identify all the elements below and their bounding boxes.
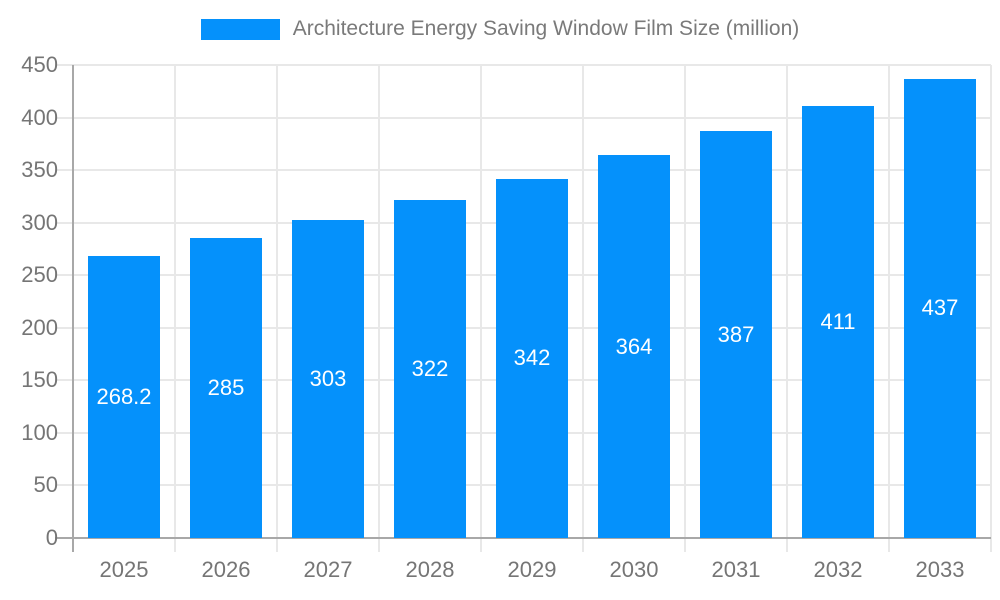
bar-value-label: 387: [717, 321, 755, 347]
bar-value-label: 268.2: [96, 384, 152, 410]
y-axis-tick: [55, 484, 73, 487]
y-axis-tick-label: 50: [33, 472, 58, 498]
y-axis-tick: [55, 379, 73, 382]
x-axis-tick: [174, 538, 176, 552]
x-axis-tick: [480, 538, 482, 552]
y-axis-tick: [55, 169, 73, 172]
gridline-vertical: [174, 65, 176, 538]
bar-value-label: 322: [411, 355, 449, 381]
y-axis-tick: [55, 274, 73, 277]
gridline-vertical: [582, 65, 584, 538]
y-axis-tick-label: 450: [21, 52, 58, 77]
y-axis-tick-label: 200: [21, 314, 58, 340]
bar-2026[interactable]: 285: [190, 238, 262, 538]
gridline-vertical: [786, 65, 788, 538]
y-axis-tick-label: 150: [21, 367, 58, 393]
x-axis-tick: [276, 538, 278, 552]
gridline-horizontal: [73, 64, 991, 66]
bar-2033[interactable]: 437: [904, 78, 976, 538]
x-axis-tick-label: 2025: [99, 557, 149, 582]
gridline-horizontal: [73, 116, 991, 119]
x-axis-tick-label: 2031: [711, 557, 761, 582]
x-axis-tick-label: 2030: [609, 557, 659, 582]
bar-value-label: 285: [207, 375, 245, 401]
x-axis-tick-label: 2027: [303, 557, 353, 582]
y-axis-tick: [55, 431, 73, 434]
x-axis-tick-label: 2028: [405, 557, 455, 582]
gridline-vertical: [378, 65, 380, 538]
y-axis-line: [72, 65, 74, 552]
bar-value-label: 364: [615, 333, 653, 359]
gridline-vertical: [276, 65, 278, 538]
bar-2030[interactable]: 364: [598, 155, 670, 538]
x-axis-tick: [684, 538, 686, 552]
gridline-vertical: [888, 65, 890, 538]
bar-2031[interactable]: 387: [700, 131, 772, 538]
bar-value-label: 303: [309, 365, 347, 391]
plot-area: 268.2 285 303 322 342 364 387 411 437: [55, 64, 992, 552]
bar-value-label: 437: [921, 295, 959, 321]
gridline-vertical: [990, 65, 992, 538]
legend-swatch-icon: [200, 18, 280, 40]
bar-2028[interactable]: 322: [394, 199, 466, 538]
gridline-horizontal: [73, 169, 991, 172]
bar-2025[interactable]: 268.2: [88, 256, 160, 538]
x-axis-tick: [582, 538, 584, 552]
x-axis-line: [55, 537, 991, 539]
x-axis-tick: [888, 538, 890, 552]
y-axis-tick-label: 250: [21, 262, 58, 288]
x-axis-tick: [378, 538, 380, 552]
bar-2029[interactable]: 342: [496, 178, 568, 538]
x-axis-tick-label: 2026: [201, 557, 251, 582]
y-axis-tick: [55, 221, 73, 224]
y-axis-tick-label: 300: [21, 209, 58, 235]
gridline-vertical: [480, 65, 482, 538]
bar-value-label: 411: [820, 308, 856, 334]
bar-value-label: 342: [513, 345, 551, 371]
y-axis-tick: [55, 326, 73, 329]
bar-2027[interactable]: 303: [292, 219, 364, 538]
legend[interactable]: Architecture Energy Saving Window Film S…: [0, 17, 1000, 41]
y-axis-tick: [55, 64, 73, 66]
gridline-vertical: [684, 65, 686, 538]
x-axis-tick-label: 2033: [915, 557, 965, 582]
y-axis-tick-label: 350: [21, 157, 58, 183]
bar-2032[interactable]: 411: [802, 105, 874, 538]
y-axis-tick: [55, 116, 73, 119]
y-axis-tick-label: 0: [45, 525, 58, 550]
x-axis-tick: [786, 538, 788, 552]
x-axis-tick-label: 2029: [507, 557, 557, 582]
x-axis-tick-label: 2032: [813, 557, 863, 582]
y-axis-tick-label: 100: [21, 419, 58, 445]
y-axis-tick-label: 400: [21, 104, 58, 130]
legend-label: Architecture Energy Saving Window Film S…: [292, 17, 800, 40]
x-axis-tick: [990, 538, 992, 552]
